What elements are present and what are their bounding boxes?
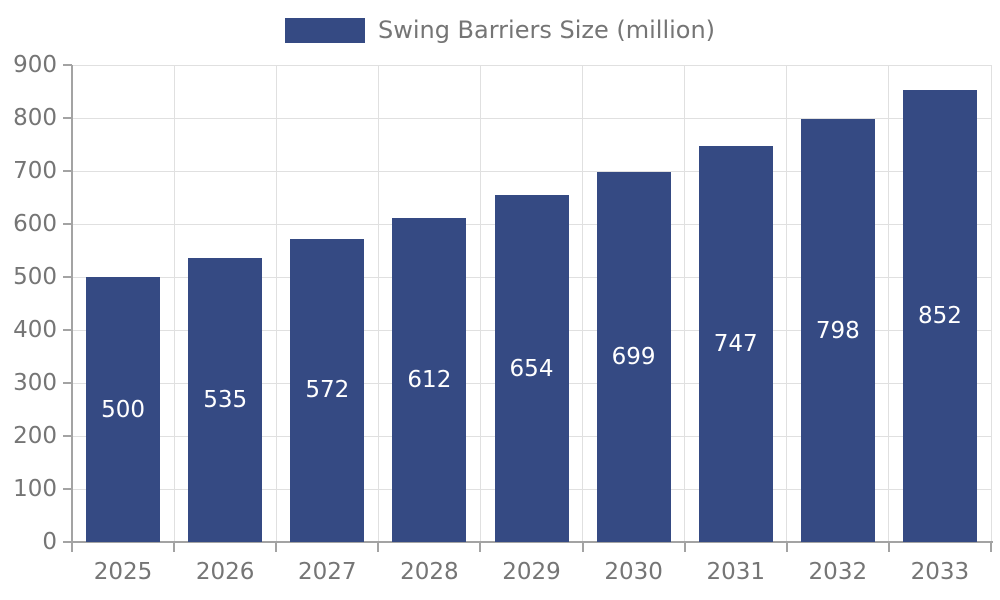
y-tick-label: 700 xyxy=(13,158,57,184)
v-gridline xyxy=(990,65,992,542)
x-axis-tick xyxy=(990,542,992,552)
y-axis-tick xyxy=(63,435,72,437)
x-axis-tick xyxy=(275,542,278,552)
v-gridline xyxy=(377,65,379,542)
h-gridline xyxy=(72,170,991,172)
x-axis-tick xyxy=(479,542,482,552)
y-tick-label: 900 xyxy=(13,52,57,78)
x-axis-tick xyxy=(71,542,73,552)
y-axis-line xyxy=(71,65,73,552)
y-tick-label: 800 xyxy=(13,105,57,131)
x-tick-label: 2026 xyxy=(195,559,255,585)
x-tick-label: 2027 xyxy=(297,559,357,585)
y-axis-tick xyxy=(63,382,72,384)
y-tick-label: 500 xyxy=(13,264,57,290)
v-gridline xyxy=(582,65,584,542)
y-axis-tick xyxy=(63,117,72,119)
x-tick-label: 2030 xyxy=(604,559,663,585)
y-axis-tick xyxy=(63,170,72,172)
v-gridline xyxy=(684,65,686,542)
y-axis-tick xyxy=(63,223,72,225)
v-gridline xyxy=(888,65,890,542)
y-tick-label: 100 xyxy=(13,476,57,502)
bar-2026[interactable] xyxy=(188,258,263,542)
y-tick-label: 200 xyxy=(13,423,57,449)
legend-label: Swing Barriers Size (million) xyxy=(377,16,716,44)
v-gridline xyxy=(786,65,788,542)
y-tick-label: 400 xyxy=(13,317,57,343)
x-axis-tick xyxy=(377,542,380,552)
bar-2029[interactable] xyxy=(494,195,569,542)
x-tick-label: 2032 xyxy=(808,559,868,585)
legend[interactable]: Swing Barriers Size (million) xyxy=(0,16,1000,44)
bar-2028[interactable] xyxy=(392,217,467,542)
y-axis-tick xyxy=(63,329,72,331)
x-tick-label: 2033 xyxy=(910,559,970,585)
bar-2032[interactable] xyxy=(800,119,875,542)
y-tick-label: 600 xyxy=(13,211,57,237)
x-axis-tick xyxy=(581,542,584,552)
y-axis-tick xyxy=(63,488,72,490)
x-axis-tick xyxy=(683,542,686,552)
bar-2031[interactable] xyxy=(698,146,773,542)
x-axis-tick xyxy=(887,542,890,552)
y-tick-label: 300 xyxy=(13,370,57,396)
x-tick-label: 2031 xyxy=(706,559,765,585)
h-gridline xyxy=(72,64,991,66)
y-axis-tick xyxy=(63,64,72,66)
x-axis-tick xyxy=(173,542,176,552)
v-gridline xyxy=(275,65,277,542)
v-gridline xyxy=(173,65,175,542)
bar-2027[interactable] xyxy=(290,238,365,542)
y-axis-tick xyxy=(63,541,72,543)
bar-2030[interactable] xyxy=(596,171,671,542)
h-gridline xyxy=(72,117,991,119)
x-tick-label: 2028 xyxy=(400,559,459,585)
v-gridline xyxy=(479,65,481,542)
y-tick-label: 0 xyxy=(42,529,57,555)
x-tick-label: 2025 xyxy=(93,559,153,585)
x-axis-tick xyxy=(785,542,788,552)
x-tick-label: 2029 xyxy=(502,559,561,585)
legend-swatch xyxy=(284,17,365,43)
x-axis-line xyxy=(63,541,993,543)
bar-2025[interactable] xyxy=(86,277,161,542)
y-axis-tick xyxy=(63,276,72,278)
bar-2033[interactable] xyxy=(902,90,977,542)
